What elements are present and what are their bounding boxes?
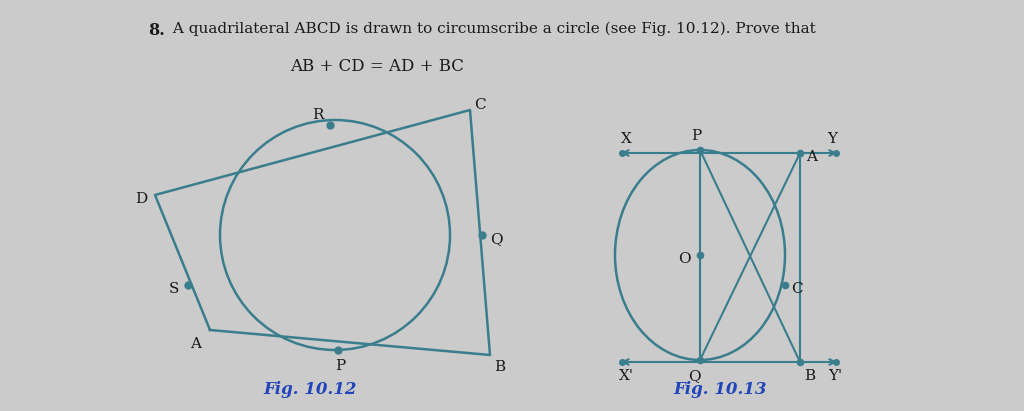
Text: Q: Q [489, 232, 503, 246]
Text: C: C [792, 282, 803, 296]
Text: A: A [190, 337, 202, 351]
Text: C: C [474, 98, 485, 112]
Text: B: B [495, 360, 506, 374]
Text: P: P [335, 359, 345, 373]
Text: Y': Y' [828, 369, 842, 383]
Text: A: A [807, 150, 817, 164]
Text: AB + CD = AD + BC: AB + CD = AD + BC [290, 58, 464, 75]
Text: S: S [169, 282, 179, 296]
Text: X': X' [618, 369, 634, 383]
Text: P: P [691, 129, 701, 143]
Text: Y: Y [827, 132, 837, 146]
Text: O: O [678, 252, 690, 266]
Text: 8.: 8. [148, 22, 165, 39]
Text: A quadrilateral ABCD is drawn to circumscribe a circle (see Fig. 10.12). Prove t: A quadrilateral ABCD is drawn to circums… [168, 22, 816, 37]
Text: Q: Q [688, 369, 700, 383]
Text: Fig. 10.13: Fig. 10.13 [673, 381, 767, 398]
Text: X: X [621, 132, 632, 146]
Text: D: D [135, 192, 147, 206]
Text: Fig. 10.12: Fig. 10.12 [263, 381, 356, 398]
Text: R: R [312, 108, 324, 122]
Text: B: B [805, 369, 815, 383]
